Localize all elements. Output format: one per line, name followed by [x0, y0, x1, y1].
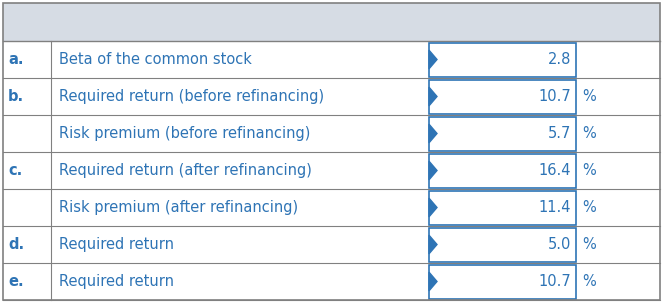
- Text: Required return (before refinancing): Required return (before refinancing): [59, 89, 324, 104]
- Bar: [429, 191, 576, 224]
- Text: %: %: [582, 89, 596, 104]
- Bar: [429, 116, 576, 150]
- Text: %: %: [582, 200, 596, 215]
- Text: c.: c.: [8, 163, 23, 178]
- Polygon shape: [429, 124, 437, 143]
- Text: 10.7: 10.7: [538, 89, 571, 104]
- Polygon shape: [429, 87, 437, 106]
- Bar: [3, 3, 660, 41]
- Text: Risk premium (after refinancing): Risk premium (after refinancing): [59, 200, 298, 215]
- Text: Required return (after refinancing): Required return (after refinancing): [59, 163, 312, 178]
- Bar: [429, 227, 576, 261]
- Polygon shape: [429, 161, 437, 180]
- Text: Required return: Required return: [59, 237, 174, 252]
- Bar: [429, 80, 576, 113]
- Text: 5.7: 5.7: [548, 126, 571, 141]
- Polygon shape: [429, 50, 437, 69]
- Text: e.: e.: [8, 274, 24, 289]
- Text: 5.0: 5.0: [548, 237, 571, 252]
- Text: 16.4: 16.4: [538, 163, 571, 178]
- Polygon shape: [429, 198, 437, 217]
- Text: Risk premium (before refinancing): Risk premium (before refinancing): [59, 126, 310, 141]
- Text: b.: b.: [8, 89, 24, 104]
- Text: Required return: Required return: [59, 274, 174, 289]
- Text: %: %: [582, 237, 596, 252]
- Text: 10.7: 10.7: [538, 274, 571, 289]
- Polygon shape: [429, 235, 437, 254]
- Text: Beta of the common stock: Beta of the common stock: [59, 52, 252, 67]
- Text: %: %: [582, 163, 596, 178]
- Text: %: %: [582, 126, 596, 141]
- Bar: [429, 264, 576, 299]
- Text: a.: a.: [8, 52, 23, 67]
- Text: d.: d.: [8, 237, 24, 252]
- Text: 11.4: 11.4: [538, 200, 571, 215]
- Polygon shape: [429, 272, 437, 291]
- Bar: [429, 154, 576, 188]
- Text: 2.8: 2.8: [548, 52, 571, 67]
- Text: %: %: [582, 274, 596, 289]
- Bar: [429, 43, 576, 77]
